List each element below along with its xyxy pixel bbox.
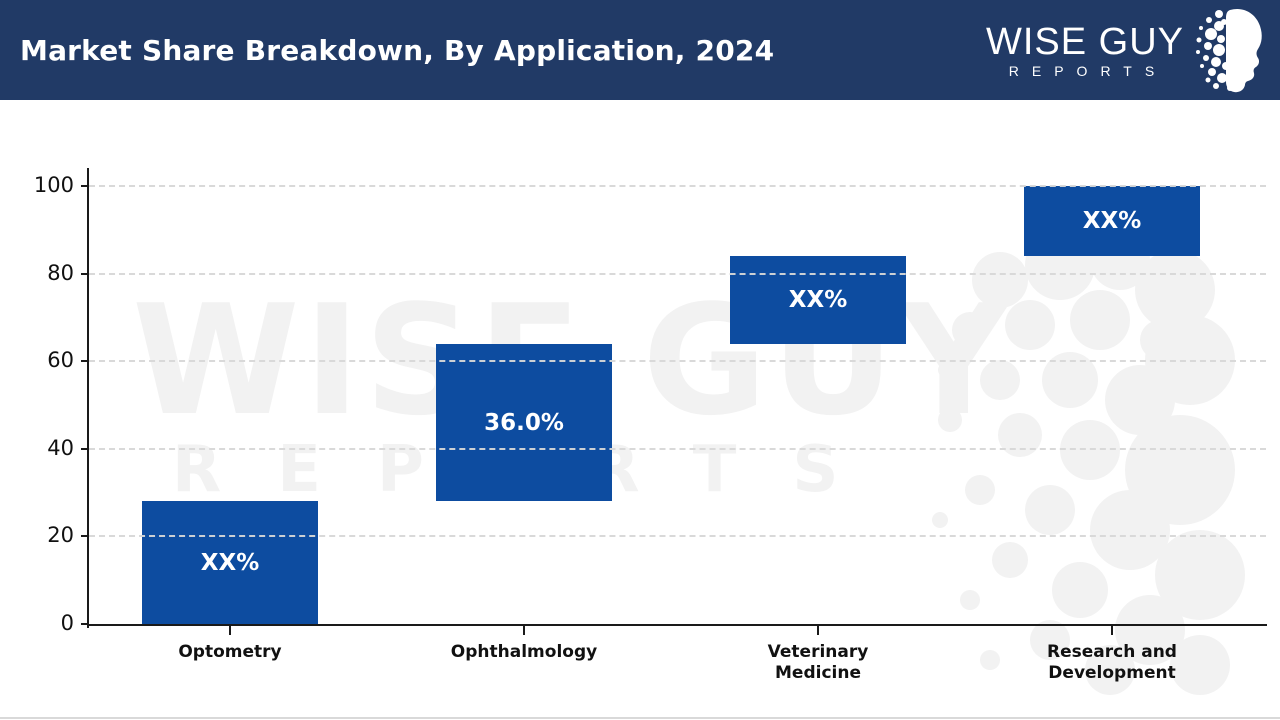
y-tick-mark-80 (81, 272, 89, 275)
y-tick-label-20: 20 (47, 523, 74, 548)
gridline-80 (89, 272, 1266, 275)
y-tick-label-60: 60 (47, 348, 74, 373)
y-axis-line (87, 168, 89, 628)
category-label-1: Ophthalmology (450, 642, 598, 662)
category-label-3: Research and Development (1047, 642, 1177, 684)
header-bar: Market Share Breakdown, By Application, … (0, 0, 1280, 100)
y-tick-label-0: 0 (60, 611, 74, 635)
y-tick-label-100: 100 (33, 173, 74, 197)
category-label-0: Optometry (178, 642, 282, 662)
y-tick-mark-100 (81, 185, 89, 187)
x-tick-mark-1 (523, 626, 525, 635)
bottom-divider-line (0, 717, 1280, 719)
category-label-2: Veterinary Medicine (767, 642, 869, 684)
bar-segment-1: 36.0% (436, 343, 612, 502)
x-tick-mark-0 (229, 626, 231, 635)
x-axis-line (87, 624, 1267, 626)
bar-segment-0: XX% (142, 501, 318, 624)
bar-value-label: XX% (788, 286, 848, 313)
logo-text: WISE GUY REPORTS (986, 23, 1184, 78)
y-tick-mark-40 (81, 447, 89, 450)
page-title: Market Share Breakdown, By Application, … (20, 33, 775, 67)
bar-segment-3: XX% (1024, 186, 1200, 257)
logo-subtitle: REPORTS (1008, 62, 1168, 79)
x-tick-mark-2 (817, 626, 819, 635)
logo-wordmark: WISE GUY (985, 20, 1184, 63)
gridline-40 (89, 447, 1266, 450)
y-tick-mark-60 (81, 360, 89, 363)
gridline-60 (89, 360, 1266, 363)
gridline-100 (89, 185, 1266, 187)
bar-value-label: 36.0% (484, 409, 564, 436)
watermark-head-icon (932, 230, 1245, 695)
chart-area: WISE GUY REPORTS 020406080100XX%Optometr… (0, 100, 1280, 720)
wise-guy-logo: WISE GUY REPORTS (986, 6, 1266, 94)
wise-guy-head-icon (1196, 8, 1262, 93)
bar-value-label: XX% (200, 549, 260, 576)
x-tick-mark-3 (1111, 626, 1113, 635)
y-tick-mark-0 (81, 623, 89, 625)
y-tick-label-40: 40 (47, 435, 74, 460)
bar-value-label: XX% (1082, 208, 1142, 235)
gridline-20 (89, 535, 1266, 538)
y-tick-label-80: 80 (47, 260, 74, 285)
bar-segment-2: XX% (730, 256, 906, 344)
y-tick-mark-20 (81, 535, 89, 538)
